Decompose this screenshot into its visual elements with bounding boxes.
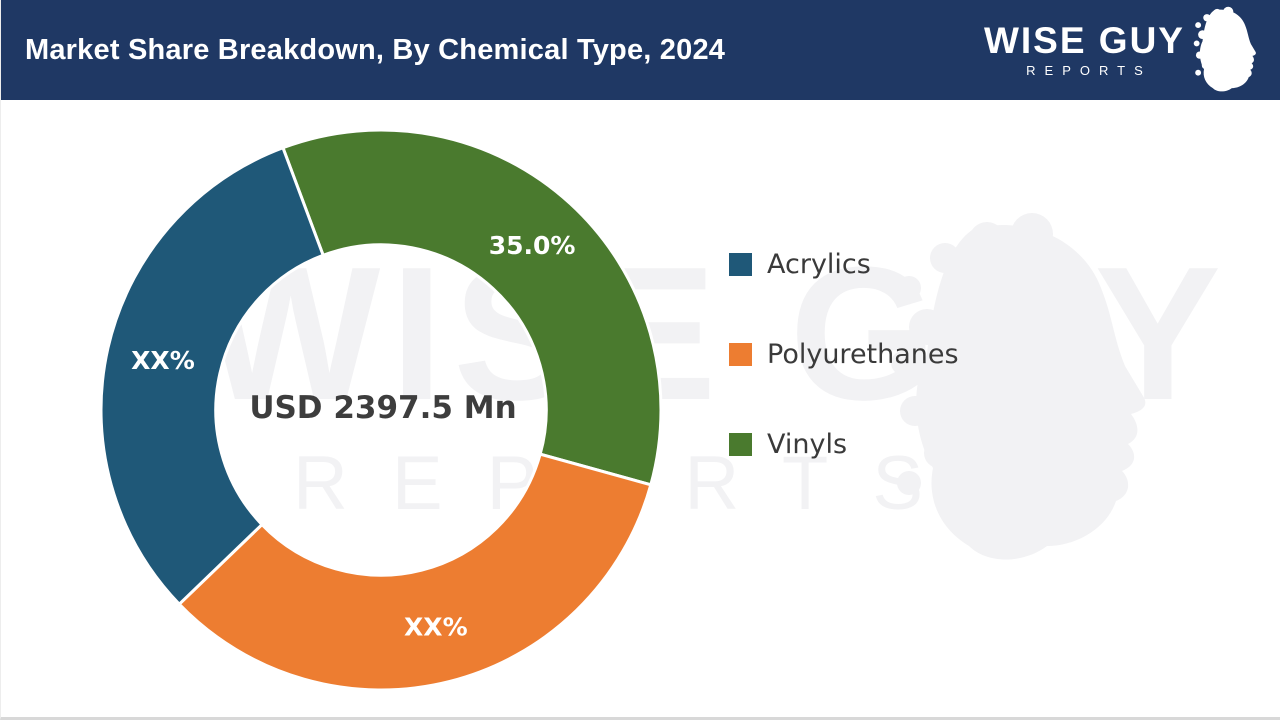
chart-legend: Acrylics Polyurethanes Vinyls bbox=[729, 246, 959, 462]
logo-wordmark: WISE GUY bbox=[983, 20, 1185, 61]
face-profile bbox=[1199, 9, 1256, 92]
wiseguy-face-logo-icon bbox=[1193, 6, 1256, 92]
slice-label-polyurethanes: XX% bbox=[404, 613, 468, 642]
legend-item-polyurethanes: Polyurethanes bbox=[729, 336, 959, 372]
wiseguy-logo-text: WISE GUY REPORTS bbox=[984, 22, 1185, 78]
legend-item-acrylics: Acrylics bbox=[729, 246, 959, 282]
legend-label: Acrylics bbox=[767, 248, 871, 280]
legend-swatch-acrylics bbox=[729, 252, 752, 276]
header-bar: Market Share Breakdown, By Chemical Type… bbox=[1, 0, 1280, 100]
legend-swatch-vinyls bbox=[729, 432, 752, 456]
donut-slice-acrylics bbox=[99, 145, 326, 607]
watermark-face-graphic bbox=[891, 213, 1146, 560]
page-title: Market Share Breakdown, By Chemical Type… bbox=[25, 33, 726, 66]
wiseguy-logo: WISE GUY REPORTS bbox=[984, 6, 1265, 94]
legend-swatch-polyurethanes bbox=[729, 342, 752, 366]
slice-label-vinyls: 35.0% bbox=[489, 231, 576, 260]
donut-center-value: USD 2397.5 Mn bbox=[249, 390, 517, 426]
legend-item-vinyls: Vinyls bbox=[729, 426, 959, 462]
donut-slice-polyurethanes bbox=[177, 452, 653, 692]
donut-slice-vinyls bbox=[281, 128, 663, 487]
face-profile bbox=[916, 224, 1146, 560]
slice-label-acrylics: XX% bbox=[131, 346, 195, 375]
legend-label: Vinyls bbox=[767, 428, 848, 460]
donut-chart: 35.0% XX% XX% bbox=[99, 128, 663, 692]
logo-subtext: REPORTS bbox=[1026, 63, 1152, 78]
legend-label: Polyurethanes bbox=[767, 338, 959, 370]
